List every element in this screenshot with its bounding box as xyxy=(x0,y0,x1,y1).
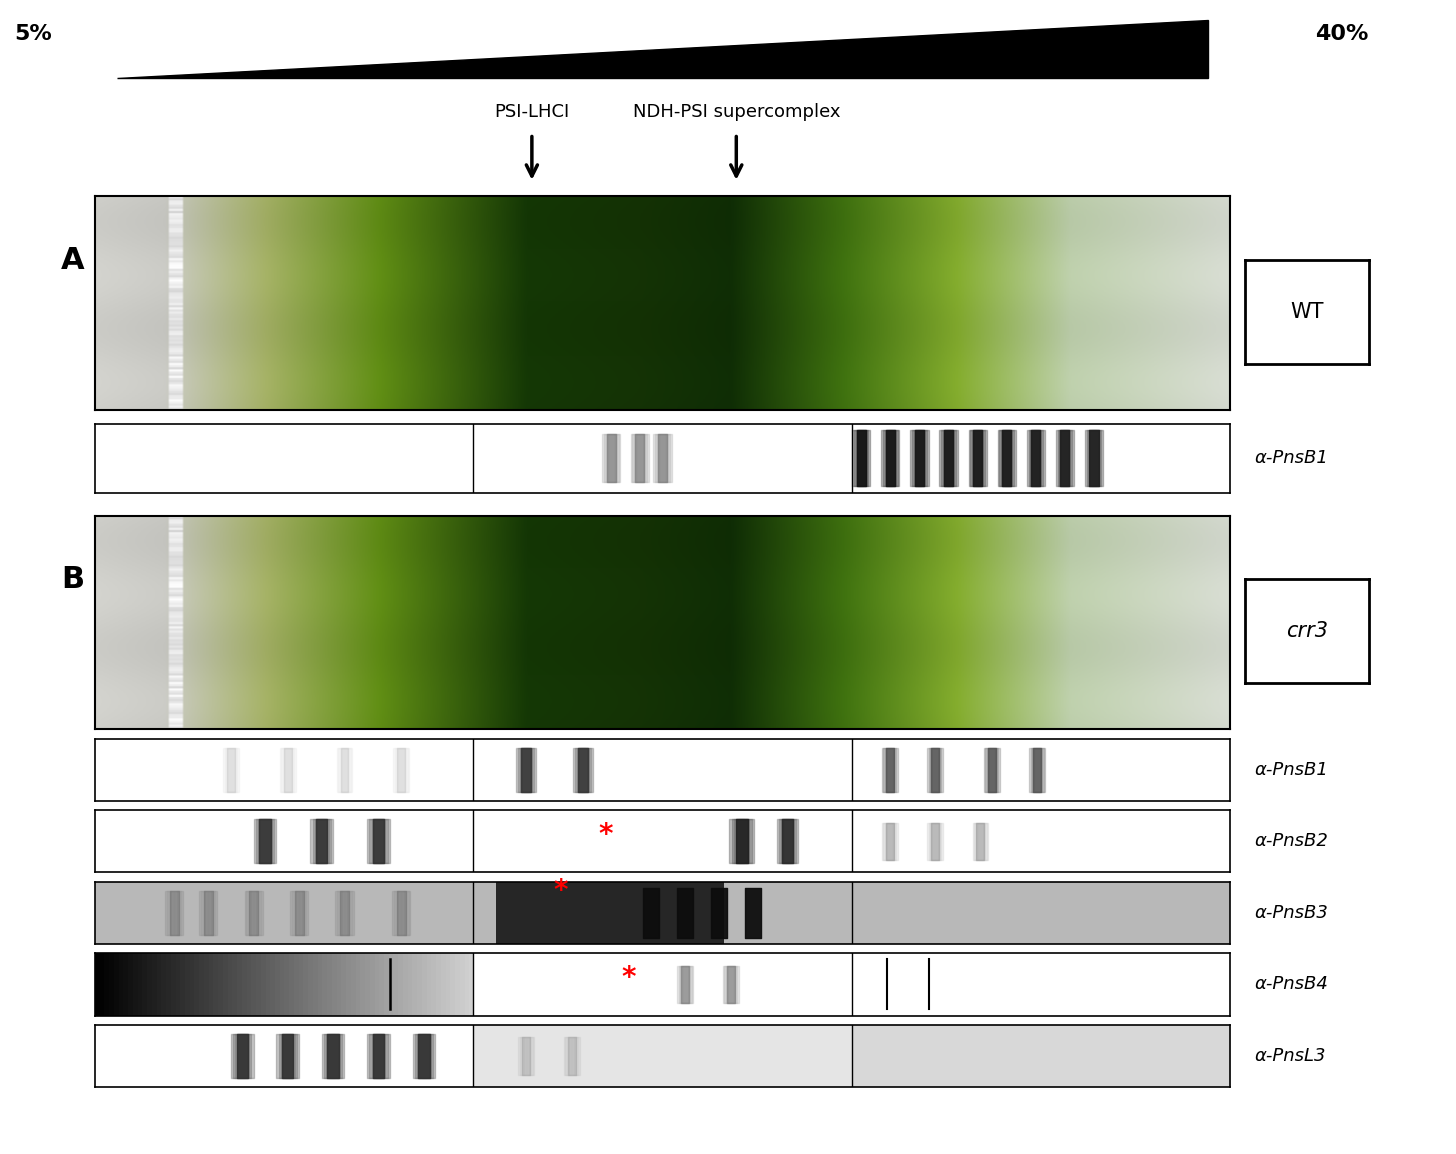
Text: PSI-LHCI: PSI-LHCI xyxy=(494,103,569,121)
Text: α-PnsB1: α-PnsB1 xyxy=(1254,760,1328,779)
Text: α-PnsB2: α-PnsB2 xyxy=(1254,832,1328,850)
Text: B: B xyxy=(61,565,84,594)
Text: 40%: 40% xyxy=(1315,23,1369,44)
Text: *: * xyxy=(622,964,636,992)
Text: crr3: crr3 xyxy=(1286,621,1328,642)
Text: α-PnsB3: α-PnsB3 xyxy=(1254,904,1328,922)
Text: α-PnsL3: α-PnsL3 xyxy=(1254,1047,1326,1065)
Text: *: * xyxy=(598,820,613,849)
Text: 5%: 5% xyxy=(15,23,52,44)
Text: *: * xyxy=(553,877,568,905)
Text: NDH-PSI supercomplex: NDH-PSI supercomplex xyxy=(632,103,840,121)
Text: α-PnsB4: α-PnsB4 xyxy=(1254,975,1328,994)
Text: α-PnsB1: α-PnsB1 xyxy=(1254,449,1328,467)
Text: A: A xyxy=(61,246,84,275)
Polygon shape xyxy=(118,21,1207,77)
Text: WT: WT xyxy=(1290,301,1324,322)
